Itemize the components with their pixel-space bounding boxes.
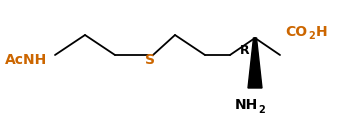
Polygon shape xyxy=(248,38,262,88)
Text: R: R xyxy=(240,44,250,56)
Text: H: H xyxy=(316,25,328,39)
Text: NH: NH xyxy=(235,98,258,112)
Text: CO: CO xyxy=(285,25,307,39)
Text: 2: 2 xyxy=(258,105,265,115)
Text: 2: 2 xyxy=(308,31,315,41)
Text: S: S xyxy=(145,53,155,67)
Text: AcNH: AcNH xyxy=(5,53,47,67)
